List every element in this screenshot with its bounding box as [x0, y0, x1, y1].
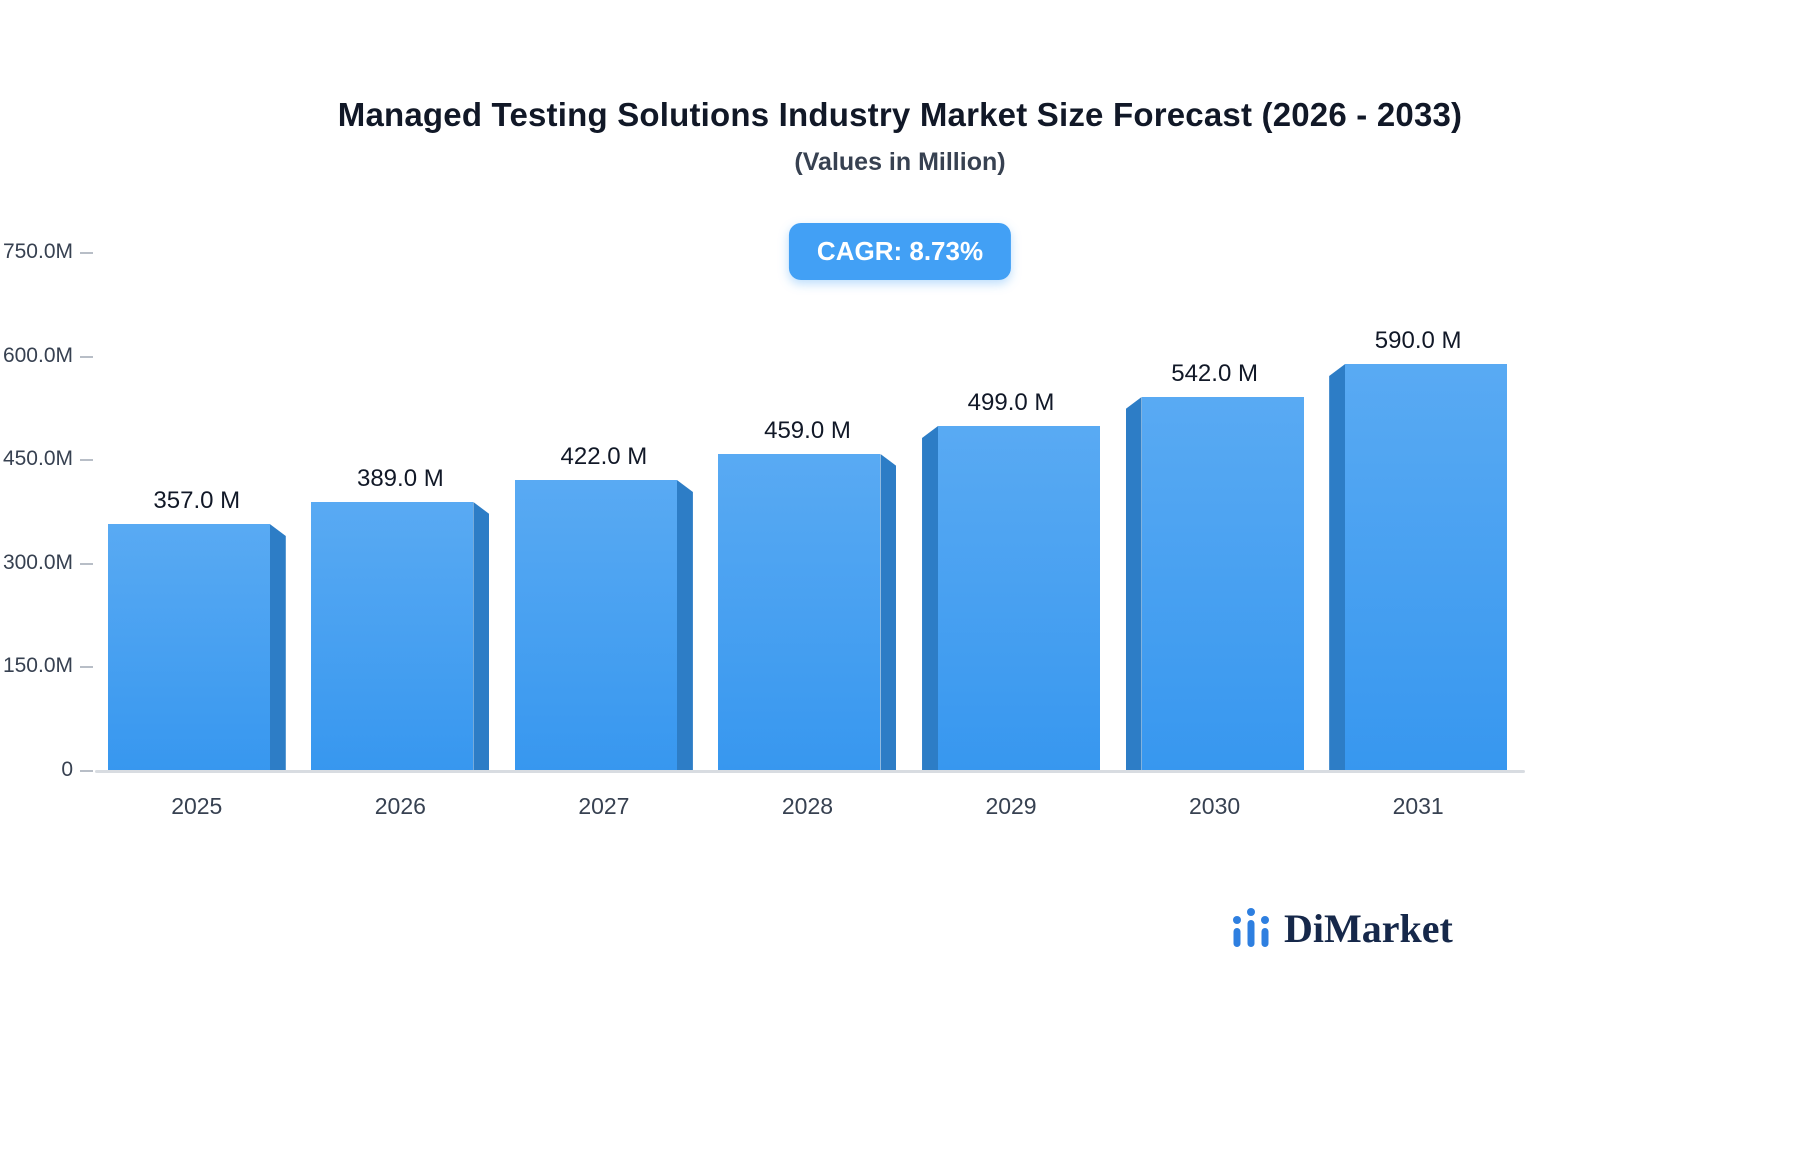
bar	[922, 426, 1101, 771]
bar-front-face	[107, 524, 270, 771]
bar	[311, 502, 490, 771]
bar-front-face	[1345, 364, 1508, 771]
bar-front-face	[718, 454, 881, 771]
bar-value-label: 422.0 M	[560, 443, 648, 470]
bar-group: 459.0 M 2028	[718, 417, 897, 819]
y-axis-tick-mark	[80, 355, 93, 358]
bar-value-label: 542.0 M	[1171, 360, 1258, 387]
y-axis-tick-label: 150.0M	[2, 654, 73, 678]
bar	[514, 480, 693, 771]
bar-front-face	[938, 426, 1101, 771]
bar-value-label: 499.0 M	[967, 389, 1055, 416]
plot-area: 357.0 M 2025 389.0 M 2026 422.0 M 2027 459.0 M…	[95, 253, 1520, 819]
y-axis-tick-label: 750.0M	[2, 240, 73, 263]
bar-side-face	[922, 426, 939, 771]
bar-front-face	[514, 480, 677, 771]
x-axis-category-label: 2028	[781, 793, 834, 819]
x-axis-category-label: 2031	[1392, 793, 1444, 819]
bar-side-face	[676, 480, 693, 771]
x-axis-category-label: 2027	[578, 793, 630, 819]
x-axis-category-label: 2026	[374, 793, 426, 819]
bar	[1125, 397, 1304, 771]
y-axis-tick-mark	[80, 562, 93, 565]
y-axis-tick-mark	[80, 252, 93, 254]
chart-title: Managed Testing Solutions Industry Marke…	[337, 96, 1463, 133]
dimarket-logo: DiMarket	[1228, 903, 1453, 949]
bar-chart: 750.0M 600.0M 450.0M 300.0M 150.0M 0 357.0 M 2…	[0, 240, 1800, 819]
bar-value-label: 459.0 M	[764, 417, 851, 444]
bar-value-label: 357.0 M	[153, 487, 241, 514]
bar	[1329, 364, 1508, 771]
bar-side-face	[880, 454, 897, 771]
bar-side-face	[1125, 397, 1142, 771]
bar-group: 590.0 M 2031	[1329, 327, 1508, 819]
bar-value-label: 590.0 M	[1374, 327, 1462, 354]
x-axis-category-label: 2030	[1189, 793, 1241, 819]
bar-group: 389.0 M 2026	[311, 465, 490, 819]
y-axis-tick-label: 300.0M	[2, 550, 73, 574]
y-axis-tick-mark	[80, 459, 93, 462]
y-axis-tick-label: 450.0M	[2, 447, 73, 471]
y-axis-tick-mark	[80, 666, 93, 669]
bar-side-face	[473, 502, 490, 771]
logo-text: DiMarket	[1284, 906, 1453, 951]
y-axis-tick-label: 0	[61, 758, 73, 781]
x-axis-category-label: 2025	[171, 793, 223, 819]
bar	[718, 454, 897, 771]
bar-side-face	[1329, 364, 1346, 771]
cagr-badge: CAGR: 8.73%	[788, 223, 1012, 280]
bar-value-label: 389.0 M	[356, 465, 444, 492]
x-axis-category-label: 2029	[985, 793, 1037, 819]
x-axis-baseline	[95, 770, 1525, 773]
bar-group: 422.0 M 2027	[514, 443, 693, 819]
bar-group: 542.0 M 2030	[1125, 360, 1304, 819]
bar-side-face	[269, 524, 286, 771]
chart-subtitle: (Values in Million)	[794, 148, 1006, 176]
y-axis-tick-mark	[80, 770, 93, 772]
bar-group: 357.0 M 2025	[107, 487, 286, 819]
bar-group: 499.0 M 2029	[922, 389, 1101, 819]
bar-chart-icon	[1233, 908, 1269, 947]
bar-front-face	[1141, 397, 1304, 771]
bar-front-face	[311, 502, 474, 771]
y-axis-tick-label: 600.0M	[2, 343, 73, 367]
bar	[107, 524, 286, 771]
y-axis: 750.0M 600.0M 450.0M 300.0M 150.0M 0	[0, 240, 95, 781]
